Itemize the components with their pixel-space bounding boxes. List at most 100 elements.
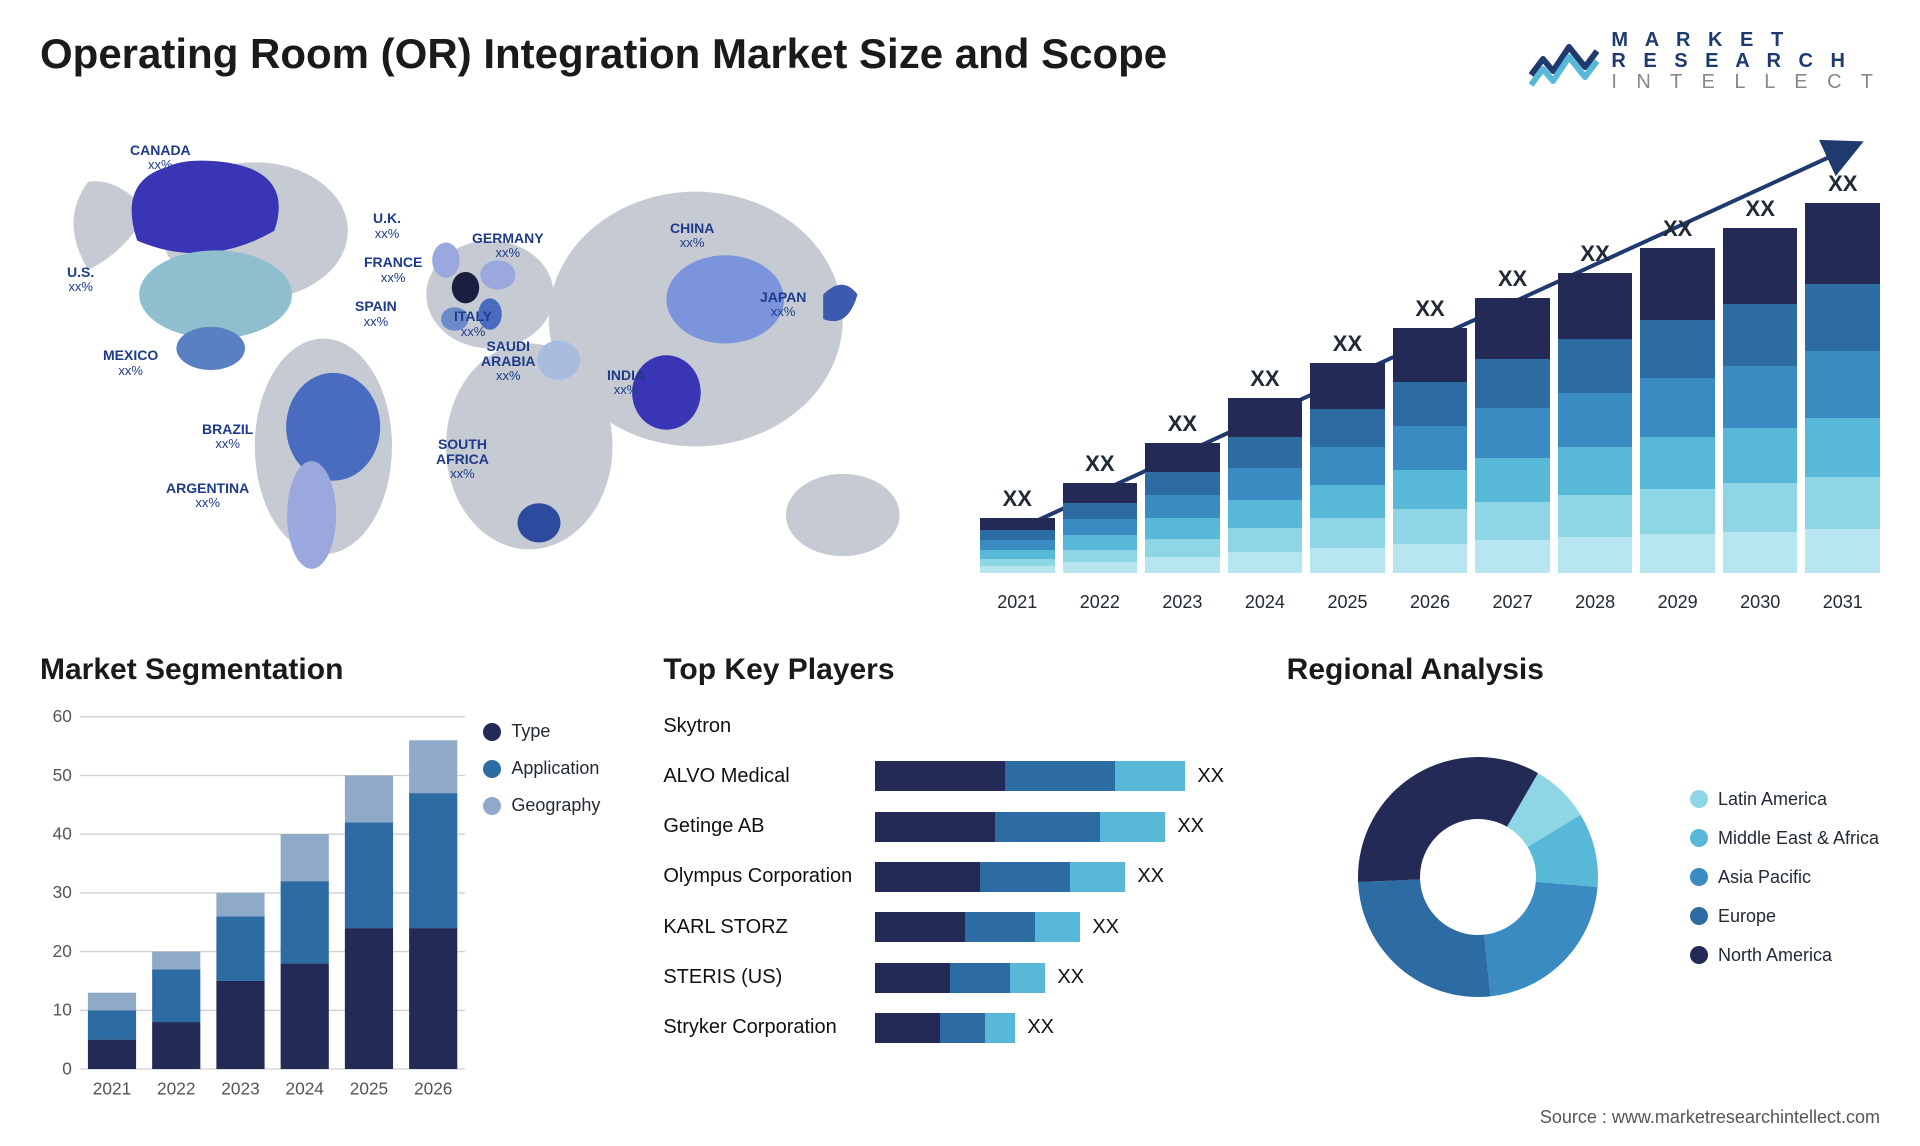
growth-year-label: 2024 <box>1228 592 1303 613</box>
players-section: Top Key Players Skytron ALVO Medical Getin… <box>663 653 1256 1053</box>
map-label: MEXICOxx% <box>103 348 158 378</box>
player-bar-row: XX <box>875 760 1256 792</box>
growth-year-label: 2022 <box>1063 592 1138 613</box>
player-bar-row: XX <box>875 1012 1256 1044</box>
player-bar-row: XX <box>875 911 1256 943</box>
regional-legend: Latin AmericaMiddle East & AfricaAsia Pa… <box>1690 789 1880 966</box>
map-label: SPAINxx% <box>355 299 397 329</box>
map-label: CANADAxx% <box>130 143 191 173</box>
donut-slice <box>1358 879 1490 997</box>
legend-swatch <box>1690 868 1708 886</box>
growth-bar: XX <box>1393 296 1468 573</box>
legend-swatch <box>1690 946 1708 964</box>
logo-icon <box>1529 37 1599 87</box>
segmentation-legend: Type Application Geography <box>483 701 633 1105</box>
donut-slice <box>1484 882 1598 996</box>
growth-bar: XX <box>1063 451 1138 573</box>
growth-bar: XX <box>1228 366 1303 573</box>
growth-year-label: 2028 <box>1558 592 1633 613</box>
legend-swatch <box>1690 829 1708 847</box>
legend-swatch <box>483 723 501 741</box>
logo-line-2: R E S E A R C H <box>1611 51 1880 72</box>
growth-year-label: 2023 <box>1145 592 1220 613</box>
legend-label: North America <box>1718 945 1832 966</box>
legend-item: North America <box>1690 945 1880 966</box>
legend-label: Europe <box>1718 906 1776 927</box>
segmentation-section: Market Segmentation 01020304050602021202… <box>40 653 633 1053</box>
world-map: CANADAxx%U.S.xx%MEXICOxx%BRAZILxx%ARGENT… <box>40 123 940 613</box>
legend-swatch <box>483 797 501 815</box>
map-label: SAUDIARABIAxx% <box>481 339 535 384</box>
player-bar-row: XX <box>875 811 1256 843</box>
growth-bar: XX <box>1640 216 1715 573</box>
players-title: Top Key Players <box>663 653 1256 687</box>
player-name: Skytron <box>663 715 863 738</box>
growth-bar-value: XX <box>1333 331 1362 357</box>
player-bars: XX XX XX XX XX XX <box>875 701 1256 1053</box>
legend-label: Geography <box>511 795 600 816</box>
svg-text:2025: 2025 <box>350 1078 388 1098</box>
player-value: XX <box>1197 765 1224 788</box>
player-bar-row: XX <box>875 962 1256 994</box>
page-title: Operating Room (OR) Integration Market S… <box>40 30 1167 78</box>
growth-bar: XX <box>1723 196 1798 573</box>
logo-line-1: M A R K E T <box>1611 30 1880 51</box>
growth-year-label: 2021 <box>980 592 1055 613</box>
map-label: CHINAxx% <box>670 221 714 251</box>
growth-bar: XX <box>1310 331 1385 573</box>
svg-text:0: 0 <box>62 1058 72 1078</box>
map-label: BRAZILxx% <box>202 422 253 452</box>
map-label: FRANCExx% <box>364 255 422 285</box>
legend-label: Type <box>511 721 550 742</box>
player-value: XX <box>1027 1016 1054 1039</box>
player-name: STERIS (US) <box>663 966 863 989</box>
legend-item: Europe <box>1690 906 1880 927</box>
legend-item: Asia Pacific <box>1690 867 1880 888</box>
growth-year-label: 2029 <box>1640 592 1715 613</box>
player-value: XX <box>1057 966 1084 989</box>
svg-text:10: 10 <box>53 1000 72 1020</box>
lower-row: Market Segmentation 01020304050602021202… <box>40 653 1880 1053</box>
growth-bar-value: XX <box>1828 171 1857 197</box>
donut-slice <box>1358 757 1538 882</box>
player-names: Skytron ALVO Medical Getinge AB Olympus Cor… <box>663 701 863 1053</box>
svg-text:2021: 2021 <box>93 1078 131 1098</box>
player-bar-row: XX <box>875 861 1256 893</box>
player-name: Stryker Corporation <box>663 1016 863 1039</box>
source-text: Source : www.marketresearchintellect.com <box>1540 1107 1880 1128</box>
growth-bar: XX <box>1475 266 1550 573</box>
legend-item: Application <box>483 758 633 779</box>
regional-donut <box>1287 742 1670 1012</box>
growth-bar-value: XX <box>1746 196 1775 222</box>
svg-text:30: 30 <box>53 882 72 902</box>
growth-bar-value: XX <box>1415 296 1444 322</box>
brand-logo: M A R K E T R E S E A R C H I N T E L L … <box>1529 30 1880 93</box>
segmentation-title: Market Segmentation <box>40 653 633 687</box>
player-name: ALVO Medical <box>663 765 863 788</box>
legend-swatch <box>1690 907 1708 925</box>
player-name: KARL STORZ <box>663 916 863 939</box>
player-name: Olympus Corporation <box>663 865 863 888</box>
map-label: U.S.xx% <box>67 265 94 295</box>
legend-label: Middle East & Africa <box>1718 828 1879 849</box>
header: Operating Room (OR) Integration Market S… <box>40 30 1880 93</box>
growth-bar-value: XX <box>1663 216 1692 242</box>
growth-year-label: 2025 <box>1310 592 1385 613</box>
player-value: XX <box>1092 916 1119 939</box>
legend-label: Application <box>511 758 599 779</box>
legend-item: Type <box>483 721 633 742</box>
growth-bar-value: XX <box>1168 411 1197 437</box>
growth-bar: XX <box>1558 241 1633 573</box>
growth-bar-value: XX <box>1003 486 1032 512</box>
map-label: ITALYxx% <box>454 309 492 339</box>
map-label: INDIAxx% <box>607 368 645 398</box>
growth-bar-value: XX <box>1580 241 1609 267</box>
svg-text:20: 20 <box>53 941 72 961</box>
segmentation-chart: 0102030405060202120222023202420252026 <box>40 701 465 1105</box>
player-name: Getinge AB <box>663 815 863 838</box>
growth-bar-value: XX <box>1498 266 1527 292</box>
map-label: U.K.xx% <box>373 211 401 241</box>
growth-year-label: 2026 <box>1393 592 1468 613</box>
legend-swatch <box>1690 790 1708 808</box>
svg-text:2026: 2026 <box>414 1078 452 1098</box>
